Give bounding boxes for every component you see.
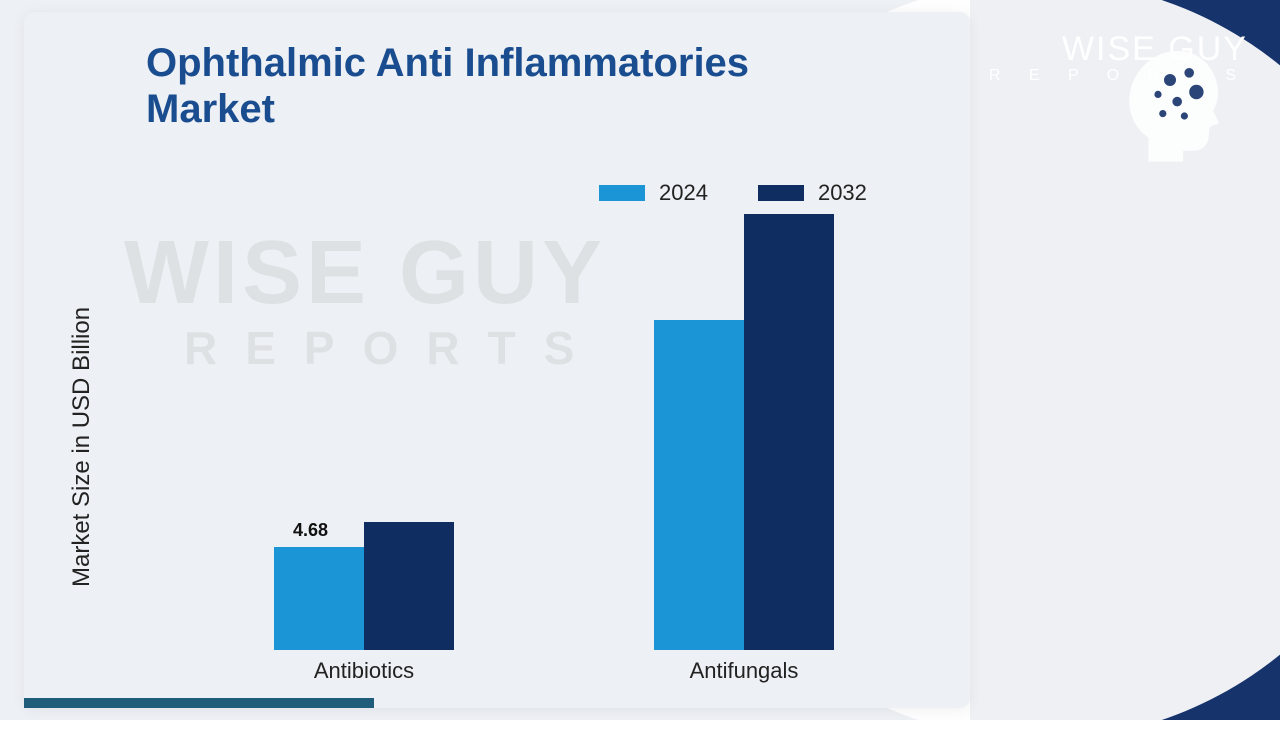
bar-value-label: 4.68 xyxy=(293,520,328,541)
legend-swatch-2024 xyxy=(599,185,645,201)
bar xyxy=(364,522,454,650)
bar-group: Antifungals xyxy=(654,214,834,650)
category-label: Antifungals xyxy=(654,658,834,684)
legend-item-2032: 2032 xyxy=(758,180,867,206)
legend: 2024 2032 xyxy=(599,180,867,206)
head-silhouette-icon xyxy=(1110,44,1230,164)
bar-group: Antibiotics xyxy=(274,522,454,650)
bar xyxy=(654,320,744,650)
category-label: Antibiotics xyxy=(274,658,454,684)
page-root: Ophthalmic Anti Inflammatories Market WI… xyxy=(0,0,1280,720)
chart-title: Ophthalmic Anti Inflammatories Market xyxy=(146,40,816,132)
plot-area: Antibiotics Antifungals 4.68 xyxy=(134,210,954,650)
y-axis-label: Market Size in USD Billion xyxy=(68,307,96,587)
bar xyxy=(274,547,364,650)
bar xyxy=(744,214,834,650)
bottom-accent-bar xyxy=(24,698,374,708)
legend-item-2024: 2024 xyxy=(599,180,708,206)
brand-logo: WISE GUY R E P O R T S xyxy=(988,30,1248,85)
chart-card: Ophthalmic Anti Inflammatories Market WI… xyxy=(24,12,970,708)
legend-label-2024: 2024 xyxy=(659,180,708,206)
legend-label-2032: 2032 xyxy=(818,180,867,206)
legend-swatch-2032 xyxy=(758,185,804,201)
